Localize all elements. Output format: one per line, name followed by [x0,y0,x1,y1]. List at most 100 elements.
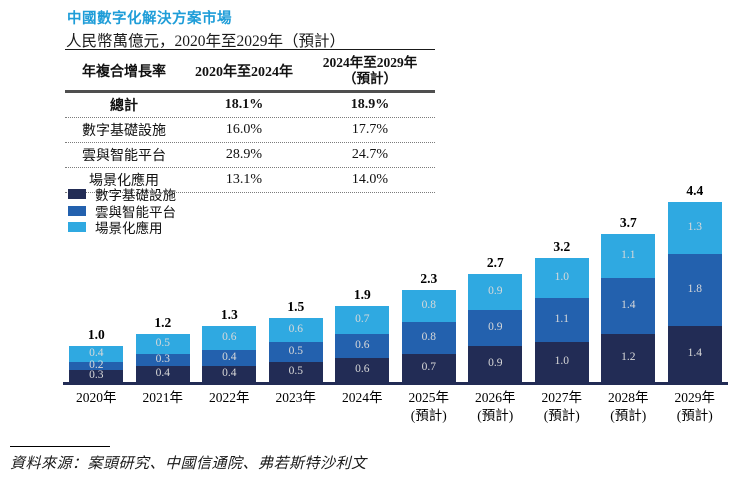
bar-segment: 1.4 [601,278,656,334]
chart-legend: 數字基礎設施 雲與智能平台 場景化應用 [68,186,176,236]
bar-stack: 0.8 0.8 0.7 [401,290,456,382]
bar-segment: 0.6 [335,334,390,358]
source-divider [10,446,110,447]
stacked-bar-chart: 1.0 0.4 0.2 0.3 1.2 0.5 0.3 0.4 1.3 0.6 0.4 0.4 1.5 0… [63,183,729,382]
chart-subtitle: 人民幣萬億元，2020年至2029年（預計） [66,33,346,50]
bar-column: 4.4 1.3 1.8 1.4 [662,183,729,382]
cagr-table-header: 年複合增長率 2020年至2024年 2024年至2029年 （預計） [65,49,435,93]
row-value: 14.0% [351,172,389,187]
bar-segment: 0.8 [401,290,456,322]
bar-segment: 0.3 [135,354,190,366]
bar-segment: 0.9 [468,310,523,346]
header-cagr: 年複合增長率 [82,64,166,80]
row-label: 場景化應用 [89,174,159,189]
row-label: 總計 [110,99,138,114]
x-axis-line [63,382,728,385]
bar-column: 1.5 0.6 0.5 0.5 [263,299,330,382]
row-value: 28.9% [225,147,263,162]
x-axis-tick: 2021年 [142,390,184,405]
row-value: 18.9% [350,97,390,112]
x-axis-tick: 2026年 (預計) [475,390,516,423]
bar-total-label: 2.7 [486,255,504,270]
legend-label: 數字基礎設施 [95,188,176,204]
bar-segment: 0.4 [135,366,190,382]
legend-label: 雲與智能平台 [95,204,176,220]
legend-item: 數字基礎設施 [68,186,176,203]
bar-column: 2.7 0.9 0.9 0.9 [462,255,529,382]
bar-segment: 1.1 [601,234,656,278]
legend-item: 雲與智能平台 [68,203,176,220]
bar-stack: 1.3 1.8 1.4 [667,202,722,382]
header-2020-2024: 2020年至2024年 [195,64,293,80]
x-axis-labels: 2020年 2021年 2022年 2023年 2024年 2025年 (預計) 2026年(… [63,389,728,424]
bar-stack: 0.9 0.9 0.9 [468,274,523,382]
cagr-table: 年複合增長率 2020年至2024年 2024年至2029年 （預計） 總計 18… [65,49,435,193]
bar-column: 3.2 1.0 1.1 1.0 [529,239,596,382]
bar-total-label: 1.9 [353,287,371,302]
bar-stack: 0.5 0.3 0.4 [135,334,190,382]
header-2024-2029: 2024年至2029年 （預計） [322,54,418,86]
bar-total-label: 2.3 [420,271,438,286]
bar-segment: 0.4 [202,350,257,366]
row-value: 16.0% [225,122,263,137]
bar-segment: 0.9 [468,274,523,310]
bar-column: 1.2 0.5 0.3 0.4 [130,315,197,382]
bar-total-label: 4.4 [686,183,704,198]
bar-total-label: 3.2 [553,239,571,254]
bar-segment: 0.5 [268,362,323,382]
bar-segment: 0.4 [202,366,257,382]
legend-label: 場景化應用 [95,221,163,237]
bar-total-label: 1.0 [87,327,105,342]
bar-segment: 0.6 [202,326,257,350]
cagr-table-body: 總計 18.1% 18.9% 數字基礎設施 16.0% 17.7% 雲與智能平台 28.9% 2… [65,93,435,193]
legend-swatch [68,205,86,216]
bar-column: 1.0 0.4 0.2 0.3 [63,327,130,382]
bar-total-label: 1.5 [287,299,305,314]
row-value: 18.1% [224,97,264,112]
bar-segment: 0.8 [401,322,456,354]
bar-segment: 0.2 [69,360,124,371]
bar-stack: 1.1 1.4 1.2 [601,234,656,382]
bar-segment: 0.9 [468,346,523,382]
table-row: 場景化應用 13.1% 14.0% [65,168,435,193]
chart-title: 中國數字化解決方案市場 [67,11,232,27]
x-axis-tick: 2023年 [275,390,317,405]
x-axis-tick: 2020年 [76,390,117,405]
bar-segment: 0.3 [69,370,124,382]
bar-stack: 0.7 0.6 0.6 [335,306,390,382]
bar-segment: 1.3 [667,202,722,254]
source-note: 資料來源：案頭研究、中國信通院、弗若斯特沙利文 [10,456,367,472]
bar-stack: 0.6 0.4 0.4 [202,326,257,382]
x-axis-tick: 2022年 [209,390,250,405]
row-value: 13.1% [225,172,263,187]
bar-segment: 0.5 [135,334,190,354]
table-row: 雲與智能平台 28.9% 24.7% [65,143,435,168]
x-axis-tick: 2028年 (預計) [608,390,649,423]
bar-segment: 1.4 [667,326,722,382]
bar-column: 2.3 0.8 0.8 0.7 [396,271,463,382]
x-axis-tick: 2024年 [342,390,383,405]
table-row: 總計 18.1% 18.9% [65,93,435,118]
row-label: 雲與智能平台 [82,149,166,164]
bar-segment: 0.7 [401,354,456,382]
bar-segment: 0.6 [335,358,390,382]
bar-segment: 0.5 [268,342,323,362]
bar-column: 1.9 0.7 0.6 0.6 [329,287,396,382]
bar-column: 3.7 1.1 1.4 1.2 [595,215,662,382]
bar-stack: 1.0 1.1 1.0 [534,258,589,382]
legend-item: 場景化應用 [68,219,176,236]
row-value: 17.7% [351,122,389,137]
row-value: 24.7% [351,147,389,162]
bar-total-label: 3.7 [619,215,637,230]
bar-segment: 1.0 [534,258,589,298]
bar-total-label: 1.2 [154,315,172,330]
bar-segment: 1.2 [601,334,656,382]
bar-stack: 0.4 0.2 0.3 [69,346,124,382]
legend-swatch [68,222,86,233]
bar-segment: 1.0 [534,342,589,382]
bar-total-label: 1.3 [220,307,238,322]
table-row: 數字基礎設施 16.0% 17.7% [65,118,435,143]
bar-segment: 1.8 [667,254,722,326]
x-axis-tick: 2025年 (預計) [408,390,450,423]
